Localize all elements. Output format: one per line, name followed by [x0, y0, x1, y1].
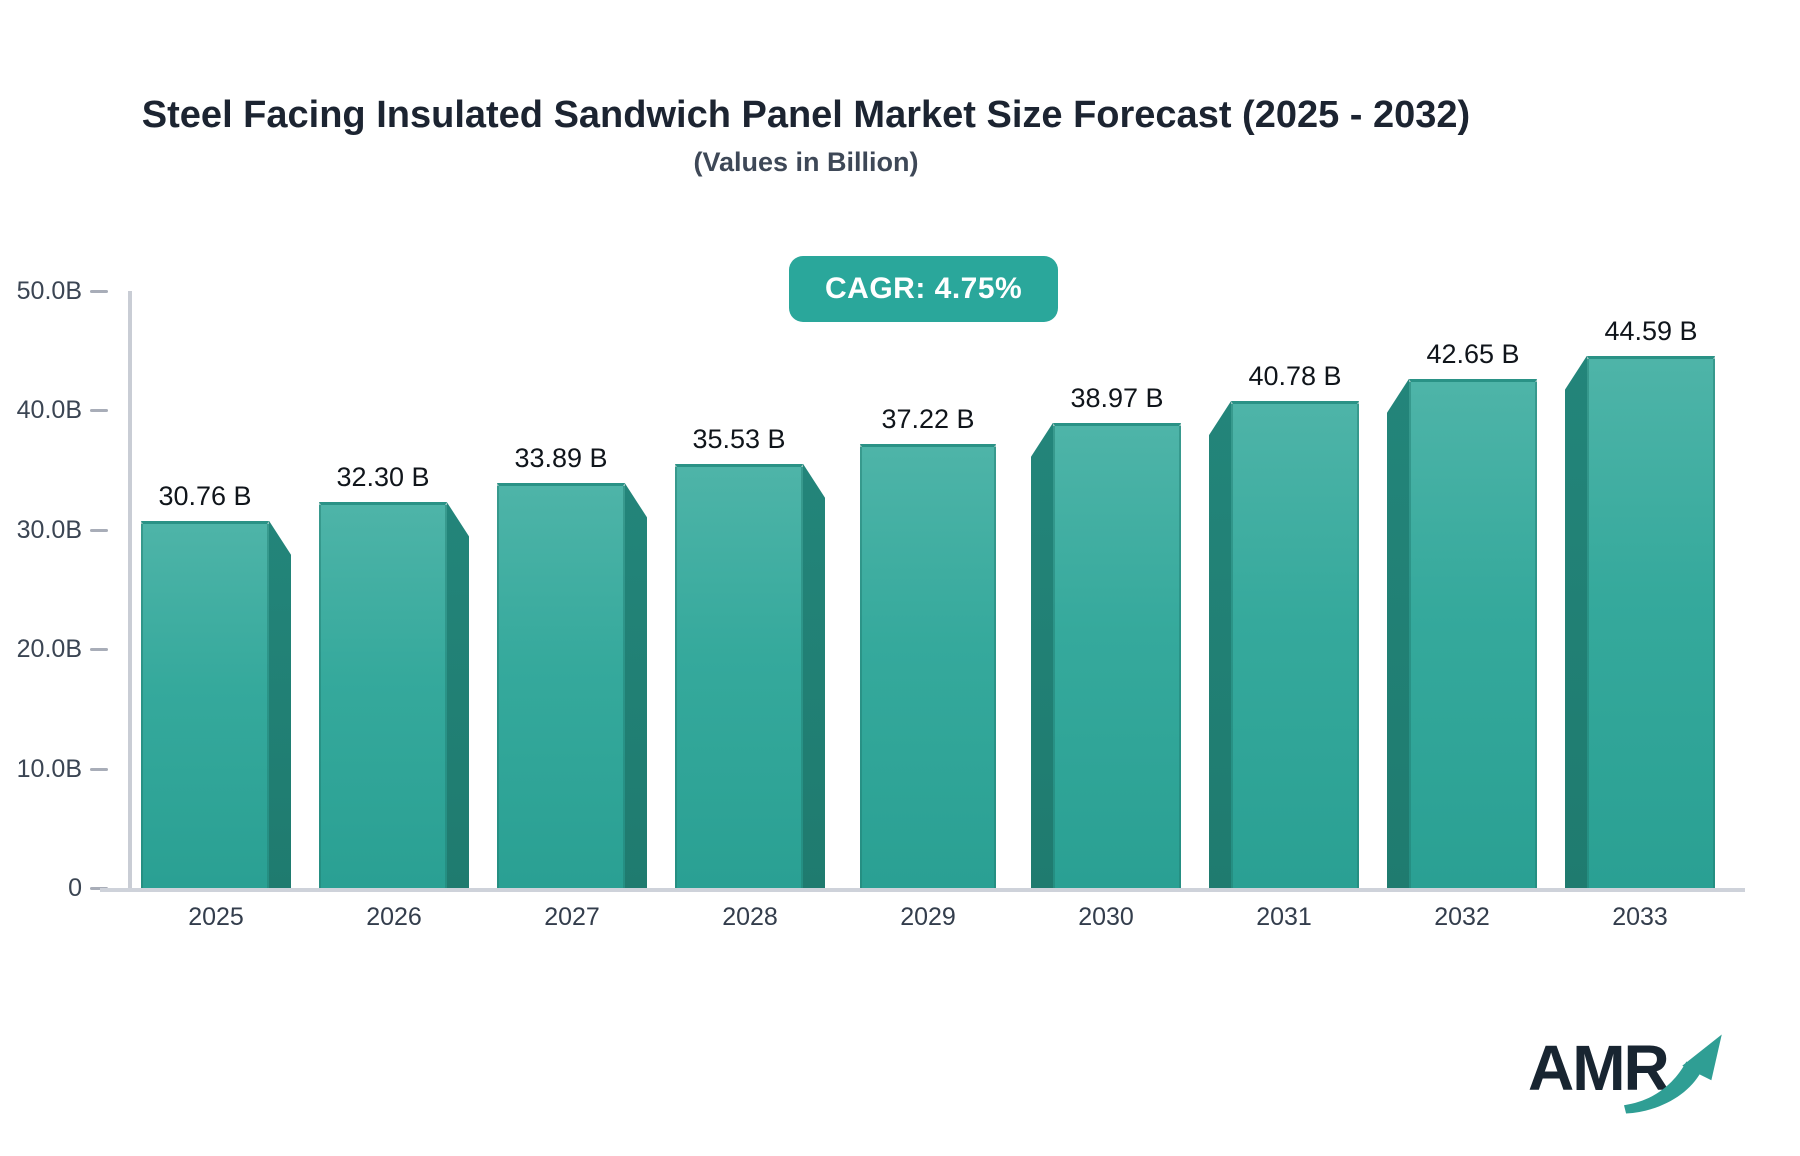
bar	[1053, 422, 1181, 888]
x-axis-label: 2025	[188, 903, 244, 931]
bar-slot: 35.53 B	[661, 291, 839, 888]
bar-slot: 37.22 B	[839, 291, 1017, 888]
y-axis-tick-label: 20.0B	[16, 635, 82, 664]
bar-group-2027: 33.89 B	[497, 443, 647, 888]
x-axis-label: 2033	[1612, 903, 1668, 931]
bar-value-label: 38.97 B	[1070, 382, 1164, 413]
bar-group-2031: 40.78 B	[1209, 361, 1359, 888]
chart-subtitle: (Values in Billion)	[693, 147, 919, 177]
bar-group-2028: 35.53 B	[675, 424, 825, 888]
bar-3d-side	[625, 483, 647, 888]
bar-group-2026: 32.30 B	[319, 462, 469, 888]
bar-value-label: 37.22 B	[881, 403, 975, 434]
bar-group-2032: 42.65 B	[1387, 339, 1537, 888]
bar-slot: 40.78 B	[1195, 291, 1373, 888]
x-axis-label: 2031	[1256, 903, 1312, 931]
x-axis-label: 2027	[544, 903, 600, 931]
y-axis-tick-mark	[90, 528, 108, 532]
bar-3d-side	[269, 520, 291, 888]
bar-value-label: 32.30 B	[336, 462, 430, 493]
amr-logo: AMR	[1528, 1034, 1748, 1126]
bar-group-2030: 38.97 B	[1031, 383, 1181, 888]
bar-value-label: 35.53 B	[692, 423, 786, 454]
y-axis-tick-label: 40.0B	[16, 396, 82, 425]
bar	[1409, 378, 1537, 888]
bar-group-2029: 37.22 B	[853, 404, 1003, 888]
bar	[675, 463, 803, 888]
x-axis-label: 2028	[722, 903, 778, 931]
bar-value-label: 30.76 B	[158, 480, 252, 511]
bar-3d-side	[1209, 401, 1231, 888]
bar	[319, 502, 447, 888]
x-axis-line	[100, 888, 1745, 892]
bar-3d-side	[447, 502, 469, 888]
x-axis-labels: 2025 2026 2027 2028 2029 2030 2031 2032 2033	[127, 903, 1729, 932]
y-axis-tick-mark	[90, 409, 108, 413]
bar-value-label: 42.65 B	[1426, 338, 1520, 369]
y-axis-tick-mark	[90, 290, 108, 293]
cagr-badge: CAGR: 4.75%	[789, 256, 1059, 322]
y-axis-tick-label: 10.0B	[16, 754, 82, 783]
bar-3d-side	[1031, 422, 1053, 888]
bar	[1231, 401, 1359, 888]
bar-slot: 30.76 B	[127, 291, 305, 888]
y-axis-tick-mark	[90, 767, 108, 771]
y-axis-tick-mark	[90, 887, 108, 890]
y-axis-tick-mark	[90, 648, 108, 652]
logo-growth-arrow-icon	[1624, 1034, 1722, 1114]
chart-title: Steel Facing Insulated Sandwich Panel Ma…	[141, 94, 1471, 136]
amr-logo-text: AMR	[1528, 1032, 1670, 1104]
bar-group-2033: 44.59 B	[1565, 316, 1715, 888]
plot-area: 30.76 B 32.30 B 33.89 B 35.53 B 37.22 B 38.97…	[127, 291, 1729, 888]
x-axis-label: 2026	[366, 903, 422, 931]
cagr-badge-label: CAGR: 4.75%	[825, 272, 1023, 305]
bar-slot: 33.89 B	[483, 291, 661, 888]
bar-slot: 44.59 B	[1551, 291, 1729, 888]
y-axis-line	[128, 291, 132, 889]
bar-slot: 42.65 B	[1373, 291, 1551, 888]
bar	[860, 443, 996, 888]
bar	[1587, 355, 1715, 888]
bar-value-label: 40.78 B	[1248, 361, 1342, 392]
bar-3d-side	[803, 463, 825, 888]
bar-value-label: 33.89 B	[514, 443, 608, 474]
x-axis-label: 2032	[1434, 903, 1490, 931]
bar-slot: 38.97 B	[1017, 291, 1195, 888]
y-axis-tick-label: 0	[68, 874, 82, 902]
x-axis-label: 2030	[1078, 903, 1134, 931]
y-axis-tick-label: 50.0B	[16, 277, 82, 305]
bar-value-label: 44.59 B	[1604, 315, 1698, 346]
bar-3d-side	[1565, 355, 1587, 888]
bar-slot: 32.30 B	[305, 291, 483, 888]
bar-3d-side	[1387, 378, 1409, 888]
bar	[141, 520, 269, 888]
x-axis-label: 2029	[900, 903, 956, 931]
bar	[497, 483, 625, 888]
bar-group-2025: 30.76 B	[141, 481, 291, 888]
y-axis-tick-label: 30.0B	[16, 515, 82, 544]
